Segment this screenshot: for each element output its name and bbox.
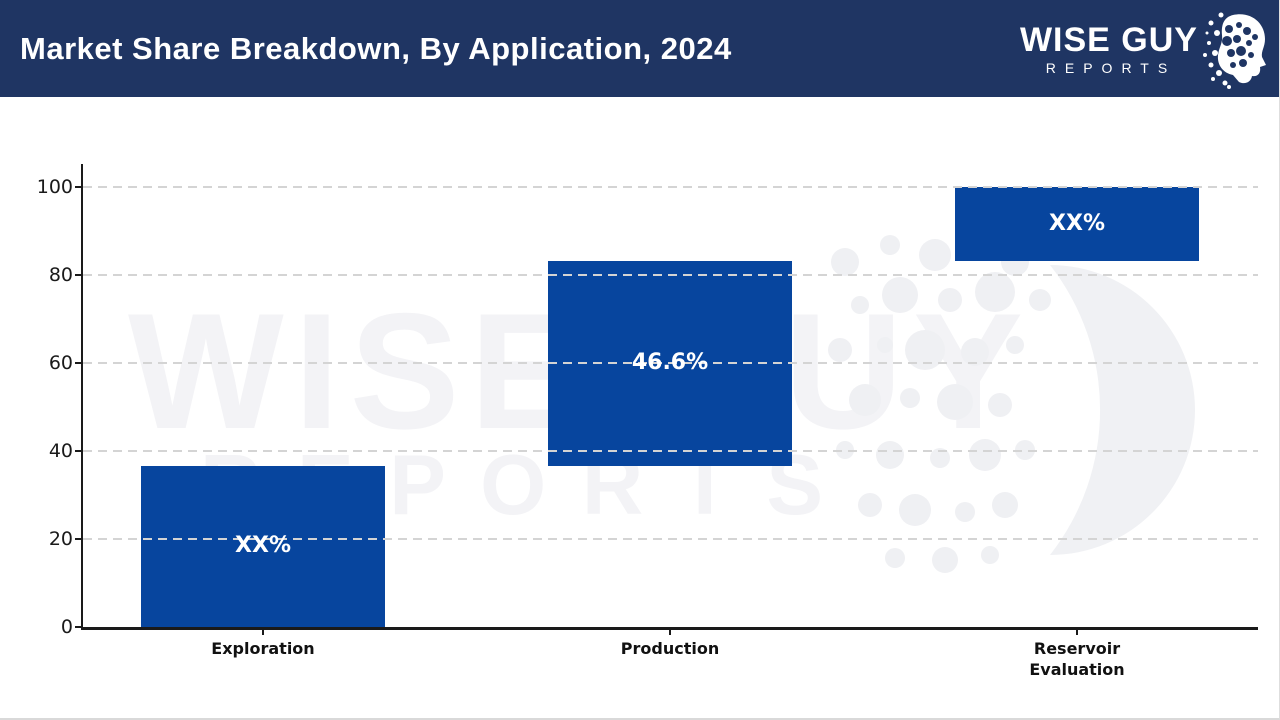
gridline-40 bbox=[83, 450, 1258, 452]
gridline-20 bbox=[83, 538, 1258, 540]
gridline-60 bbox=[83, 362, 1258, 364]
y-axis-line bbox=[81, 164, 83, 630]
x-tick-mark-reservoir-evaluation bbox=[1076, 627, 1078, 635]
y-tick-label-40: 40 bbox=[48, 440, 73, 462]
x-tick-mark-production bbox=[669, 627, 671, 635]
wiseguy-logo-text: WISE GUY REPORTS bbox=[1020, 22, 1198, 76]
bar-reservoir-evaluation bbox=[955, 187, 1199, 261]
x-axis-line bbox=[81, 627, 1258, 630]
y-tick-mark-20 bbox=[75, 538, 83, 540]
y-tick-label-100: 100 bbox=[36, 176, 73, 198]
logo-brand-name: WISE GUY bbox=[1019, 21, 1198, 59]
y-tick-label-0: 0 bbox=[60, 616, 73, 638]
x-category-label-reservoir-evaluation: Reservoir Evaluation bbox=[1029, 639, 1125, 679]
x-category-label-exploration: Exploration bbox=[211, 639, 315, 658]
header-bar: Market Share Breakdown, By Application, … bbox=[0, 0, 1279, 97]
x-category-label-production: Production bbox=[620, 639, 720, 658]
y-tick-mark-80 bbox=[75, 274, 83, 276]
y-tick-label-20: 20 bbox=[48, 528, 73, 550]
x-tick-mark-exploration bbox=[262, 627, 264, 635]
gridline-100 bbox=[83, 186, 1258, 188]
y-tick-mark-60 bbox=[75, 362, 83, 364]
y-tick-mark-40 bbox=[75, 450, 83, 452]
bar-exploration bbox=[141, 465, 385, 627]
page-title: Market Share Breakdown, By Application, … bbox=[20, 30, 732, 66]
y-tick-label-60: 60 bbox=[48, 352, 73, 374]
logo-brand-sub: REPORTS bbox=[1045, 60, 1177, 76]
gridline-80 bbox=[83, 274, 1258, 276]
wiseguy-logo: WISE GUY REPORTS bbox=[1020, 8, 1268, 90]
bar-value-label-exploration: XX% bbox=[235, 533, 291, 559]
y-tick-label-80: 80 bbox=[48, 264, 73, 286]
dotted-face-profile-icon bbox=[1203, 12, 1266, 89]
bar-value-label-reservoir-evaluation: XX% bbox=[1049, 210, 1105, 236]
y-tick-mark-0 bbox=[75, 626, 83, 628]
y-tick-mark-100 bbox=[75, 186, 83, 188]
bar-value-label-production: 46.6% bbox=[631, 350, 709, 376]
